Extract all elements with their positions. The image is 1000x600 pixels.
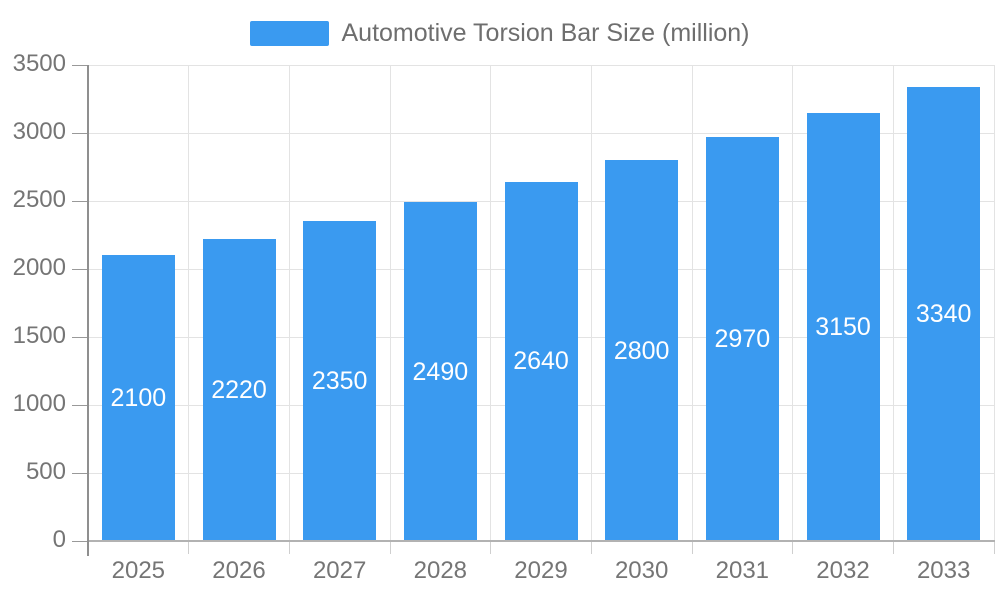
bar-2033[interactable] <box>907 86 981 541</box>
y-axis-tick <box>72 404 88 406</box>
x-gridline <box>389 65 391 541</box>
y-axis-tick-label: 0 <box>52 526 66 553</box>
x-axis-tick <box>993 541 995 554</box>
x-axis-tick-label: 2031 <box>715 557 770 584</box>
x-axis-tick-label: 2025 <box>111 557 166 584</box>
x-gridline <box>288 65 290 541</box>
y-axis-tick-label: 3000 <box>12 118 66 145</box>
x-axis-tick-label: 2029 <box>514 557 568 584</box>
x-axis-tick <box>188 541 190 554</box>
legend-label: Automotive Torsion Bar Size (million) <box>341 19 750 47</box>
y-axis-tick <box>72 336 88 338</box>
bar-value-label: 2800 <box>613 336 670 365</box>
y-axis-tick-label: 1500 <box>12 322 66 349</box>
y-axis-tick-label: 2500 <box>12 186 66 213</box>
x-axis-tick-label: 2033 <box>916 557 971 584</box>
y-axis-tick-label: 1000 <box>12 390 66 417</box>
y-axis-tick-label: 500 <box>25 458 66 485</box>
legend-item[interactable]: Automotive Torsion Bar Size (million) <box>0 17 1000 49</box>
y-axis-tick <box>72 132 88 134</box>
bar-2028[interactable] <box>403 202 477 541</box>
y-axis-tick <box>72 540 88 542</box>
x-axis-tick-label: 2028 <box>413 557 468 584</box>
y-axis-tick <box>72 200 88 202</box>
x-axis-tick <box>691 541 693 554</box>
x-axis-tick <box>490 541 492 554</box>
bar-value-label: 3150 <box>815 312 871 341</box>
bar-value-label: 2640 <box>513 347 569 376</box>
bar-2026[interactable] <box>202 239 276 541</box>
bar-value-label: 2490 <box>412 357 469 386</box>
x-gridline <box>993 65 995 541</box>
bar-value-label: 3340 <box>915 299 972 328</box>
bar-2027[interactable] <box>303 221 377 541</box>
x-gridline <box>490 65 492 541</box>
x-axis-tick <box>892 541 894 554</box>
y-gridline <box>88 132 994 134</box>
x-axis-line <box>88 540 995 542</box>
x-gridline <box>188 65 190 541</box>
bar-2025[interactable] <box>101 255 175 541</box>
x-axis-tick <box>288 541 290 554</box>
x-axis-tick-label: 2027 <box>312 557 367 584</box>
y-axis-tick-label: 2000 <box>12 254 66 281</box>
x-axis-tick <box>792 541 794 554</box>
y-axis-tick <box>72 268 88 270</box>
x-gridline <box>792 65 794 541</box>
y-axis-tick <box>72 64 88 66</box>
bar-2031[interactable] <box>705 137 779 541</box>
y-axis-tick-label: 3500 <box>12 50 66 77</box>
x-gridline <box>590 65 592 541</box>
x-axis-tick-label: 2026 <box>212 557 266 584</box>
bar-value-label: 2220 <box>211 376 267 405</box>
x-axis-tick <box>590 541 592 554</box>
x-gridline <box>892 65 894 541</box>
y-axis-tick <box>72 472 88 474</box>
bar-value-label: 2970 <box>714 325 771 354</box>
x-gridline <box>691 65 693 541</box>
bar-2030[interactable] <box>605 160 679 541</box>
legend-swatch <box>250 20 330 46</box>
x-axis-tick <box>389 541 391 554</box>
x-axis-tick-label: 2030 <box>614 557 669 584</box>
bar-2032[interactable] <box>806 112 880 541</box>
bar-value-label: 2100 <box>110 384 167 413</box>
bar-value-label: 2350 <box>311 367 368 396</box>
y-axis-line <box>87 65 89 556</box>
x-axis-tick-label: 2032 <box>816 557 870 584</box>
bar-2029[interactable] <box>504 181 578 541</box>
y-gridline <box>88 64 994 66</box>
